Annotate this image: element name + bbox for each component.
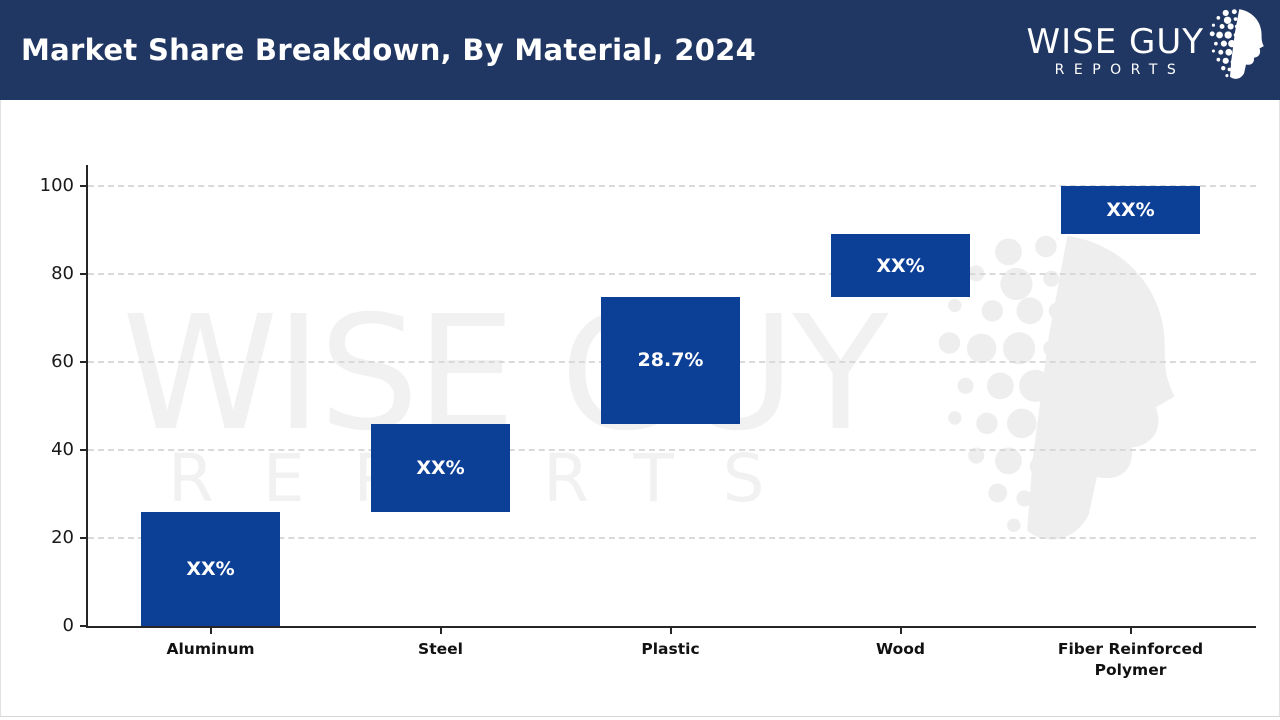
y-axis-tick [80, 273, 88, 275]
bar-fiber-reinforced-polymer: XX% [1061, 186, 1200, 235]
y-gridline [88, 185, 1256, 187]
bar-value-label: 28.7% [637, 349, 704, 372]
header-bar: Market Share Breakdown, By Material, 202… [0, 0, 1280, 100]
x-axis-tick [439, 627, 442, 634]
bar-steel: XX% [371, 423, 510, 512]
page-title: Market Share Breakdown, By Material, 202… [21, 33, 757, 67]
y-axis-tick [80, 361, 88, 363]
y-gridline [88, 449, 1256, 451]
bar-value-label: XX% [186, 557, 235, 580]
wiseguy-logo: WISE GUY REPORTS [1026, 6, 1270, 96]
wiseguy-face-icon [1206, 8, 1270, 94]
x-axis-category-label: Wood [876, 640, 925, 658]
y-axis-tick [80, 185, 88, 187]
x-axis-category-label: Aluminum [166, 640, 255, 658]
y-axis-tick-label: 0 [62, 615, 74, 636]
bar-wood: XX% [831, 234, 970, 298]
y-axis-tick [80, 537, 88, 539]
bar-value-label: XX% [876, 254, 925, 277]
x-axis-category-label: Steel [418, 640, 463, 658]
y-axis-tick-label: 100 [39, 175, 74, 196]
y-axis-tick-label: 20 [51, 527, 74, 548]
y-gridline [88, 273, 1256, 275]
y-gridline [88, 537, 1256, 539]
x-axis-tick [899, 627, 902, 634]
y-axis-tick-label: 40 [51, 439, 74, 460]
x-axis-line [86, 626, 1256, 628]
bar-value-label: XX% [416, 456, 465, 479]
x-axis-tick [209, 627, 212, 634]
logo-wiseguy-text: WISE GUY [1026, 21, 1204, 62]
page-border-left [0, 100, 1, 717]
y-axis-tick [80, 449, 88, 451]
bar-plastic: 28.7% [601, 297, 740, 424]
bar-aluminum: XX% [141, 511, 280, 626]
logo-reports-text: REPORTS [1054, 62, 1186, 79]
bar-value-label: XX% [1106, 199, 1155, 222]
x-axis-tick [669, 627, 672, 634]
x-axis-category-label: Plastic [641, 640, 700, 658]
page-border-bottom [0, 716, 1280, 717]
y-axis-line [86, 165, 88, 628]
x-axis-tick [1129, 627, 1132, 634]
y-axis-tick-label: 80 [51, 263, 74, 284]
x-axis-category-label: Fiber Reinforced Polymer [1057, 640, 1204, 679]
y-axis-tick [80, 625, 88, 627]
y-axis-tick-label: 60 [51, 351, 74, 372]
